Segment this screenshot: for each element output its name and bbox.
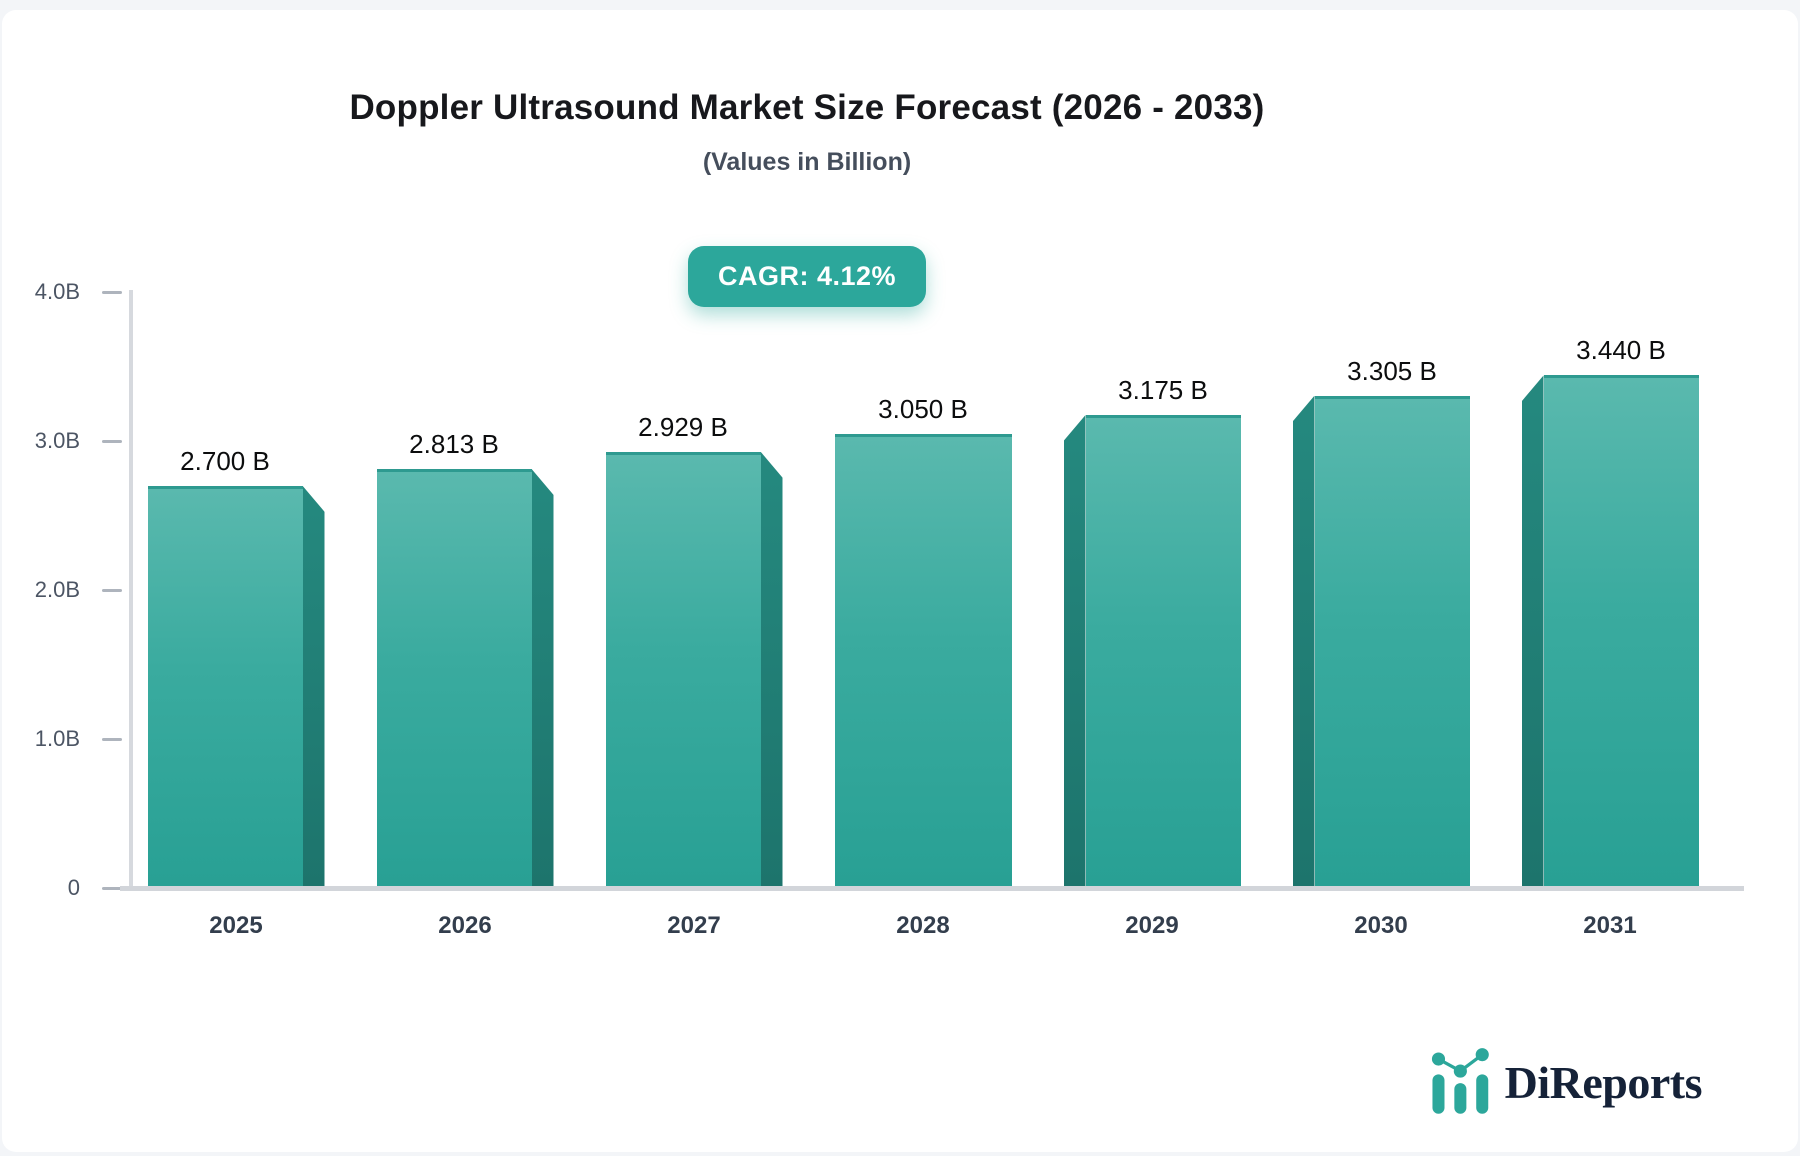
bar-face (1085, 414, 1241, 888)
bar-2028: 3.050 B (834, 394, 1012, 888)
bar-3d-side (531, 468, 554, 888)
bar-2031: 3.440 B (1521, 335, 1699, 888)
bar-face (1314, 395, 1470, 888)
page-title: Doppler Ultrasound Market Size Forecast … (349, 88, 1265, 127)
bar-value-label: 3.440 B (1576, 335, 1666, 366)
x-axis-label: 2025 (209, 912, 263, 939)
page-subtitle: (Values in Billion) (702, 148, 912, 176)
y-axis-tick-label: 3.0B (34, 428, 80, 453)
bar-3d-side (760, 451, 783, 888)
x-axis-label: 2029 (1125, 912, 1179, 939)
bar-value-label: 3.305 B (1347, 355, 1437, 386)
bar-3d-side (1292, 395, 1315, 888)
y-axis-tick-label: 0 (67, 875, 80, 900)
bar-value-label: 2.813 B (409, 428, 499, 459)
x-axis-label: 2030 (1354, 912, 1408, 939)
y-axis-tick-mark (102, 291, 122, 294)
bar-3d-side (1063, 414, 1086, 888)
bar-2026: 2.813 B (376, 429, 554, 888)
y-axis-tick-label: 1.0B (34, 726, 80, 751)
cagr-badge-row: CAGR: 4.12% (2, 246, 1612, 307)
bar-2025: 2.700 B (147, 446, 325, 888)
bar-3d-side (1521, 375, 1544, 888)
bar-value-label: 2.929 B (638, 411, 728, 442)
logo-text: DiReports (1504, 1056, 1703, 1108)
bar-chart: 4.0B 3.0B 2.0B 1.0B 0 2.700 B 2025 2.813 B 2026 2… (2, 279, 1798, 992)
y-axis-tick-label: 2.0B (34, 577, 80, 602)
bar-value-label: 3.050 B (878, 393, 968, 424)
x-axis-label: 2031 (1583, 912, 1637, 939)
bar-face (834, 433, 1012, 888)
bar-2027: 2.929 B (605, 412, 783, 888)
y-axis-tick-mark (102, 887, 122, 890)
x-axis-baseline (120, 886, 1744, 891)
direports-logo: DiReports (1427, 1048, 1703, 1116)
y-axis-tick-mark (102, 589, 122, 592)
x-axis-label: 2028 (896, 912, 950, 939)
x-axis-label: 2026 (438, 912, 492, 939)
y-axis-tick-mark (102, 738, 122, 741)
bar-value-label: 2.700 B (180, 445, 270, 476)
bar-2030: 3.305 B (1292, 356, 1470, 888)
y-axis-tick-label: 4.0B (34, 279, 80, 304)
bar-2029: 3.175 B (1063, 375, 1241, 888)
chart-card: Doppler Ultrasound Market Size Forecast … (2, 10, 1798, 1152)
y-axis-tick-mark (102, 440, 122, 443)
bar-face (147, 485, 303, 888)
mini-bar-line-chart-icon (1431, 1048, 1489, 1114)
y-axis-line (129, 290, 133, 890)
x-axis-label: 2027 (667, 912, 721, 939)
cagr-badge: CAGR: 4.12% (687, 246, 927, 307)
bar-value-label: 3.175 B (1118, 374, 1208, 405)
bar-face (1543, 375, 1699, 888)
bar-face (376, 468, 532, 888)
bar-face (605, 451, 761, 888)
bar-3d-side (302, 485, 325, 888)
